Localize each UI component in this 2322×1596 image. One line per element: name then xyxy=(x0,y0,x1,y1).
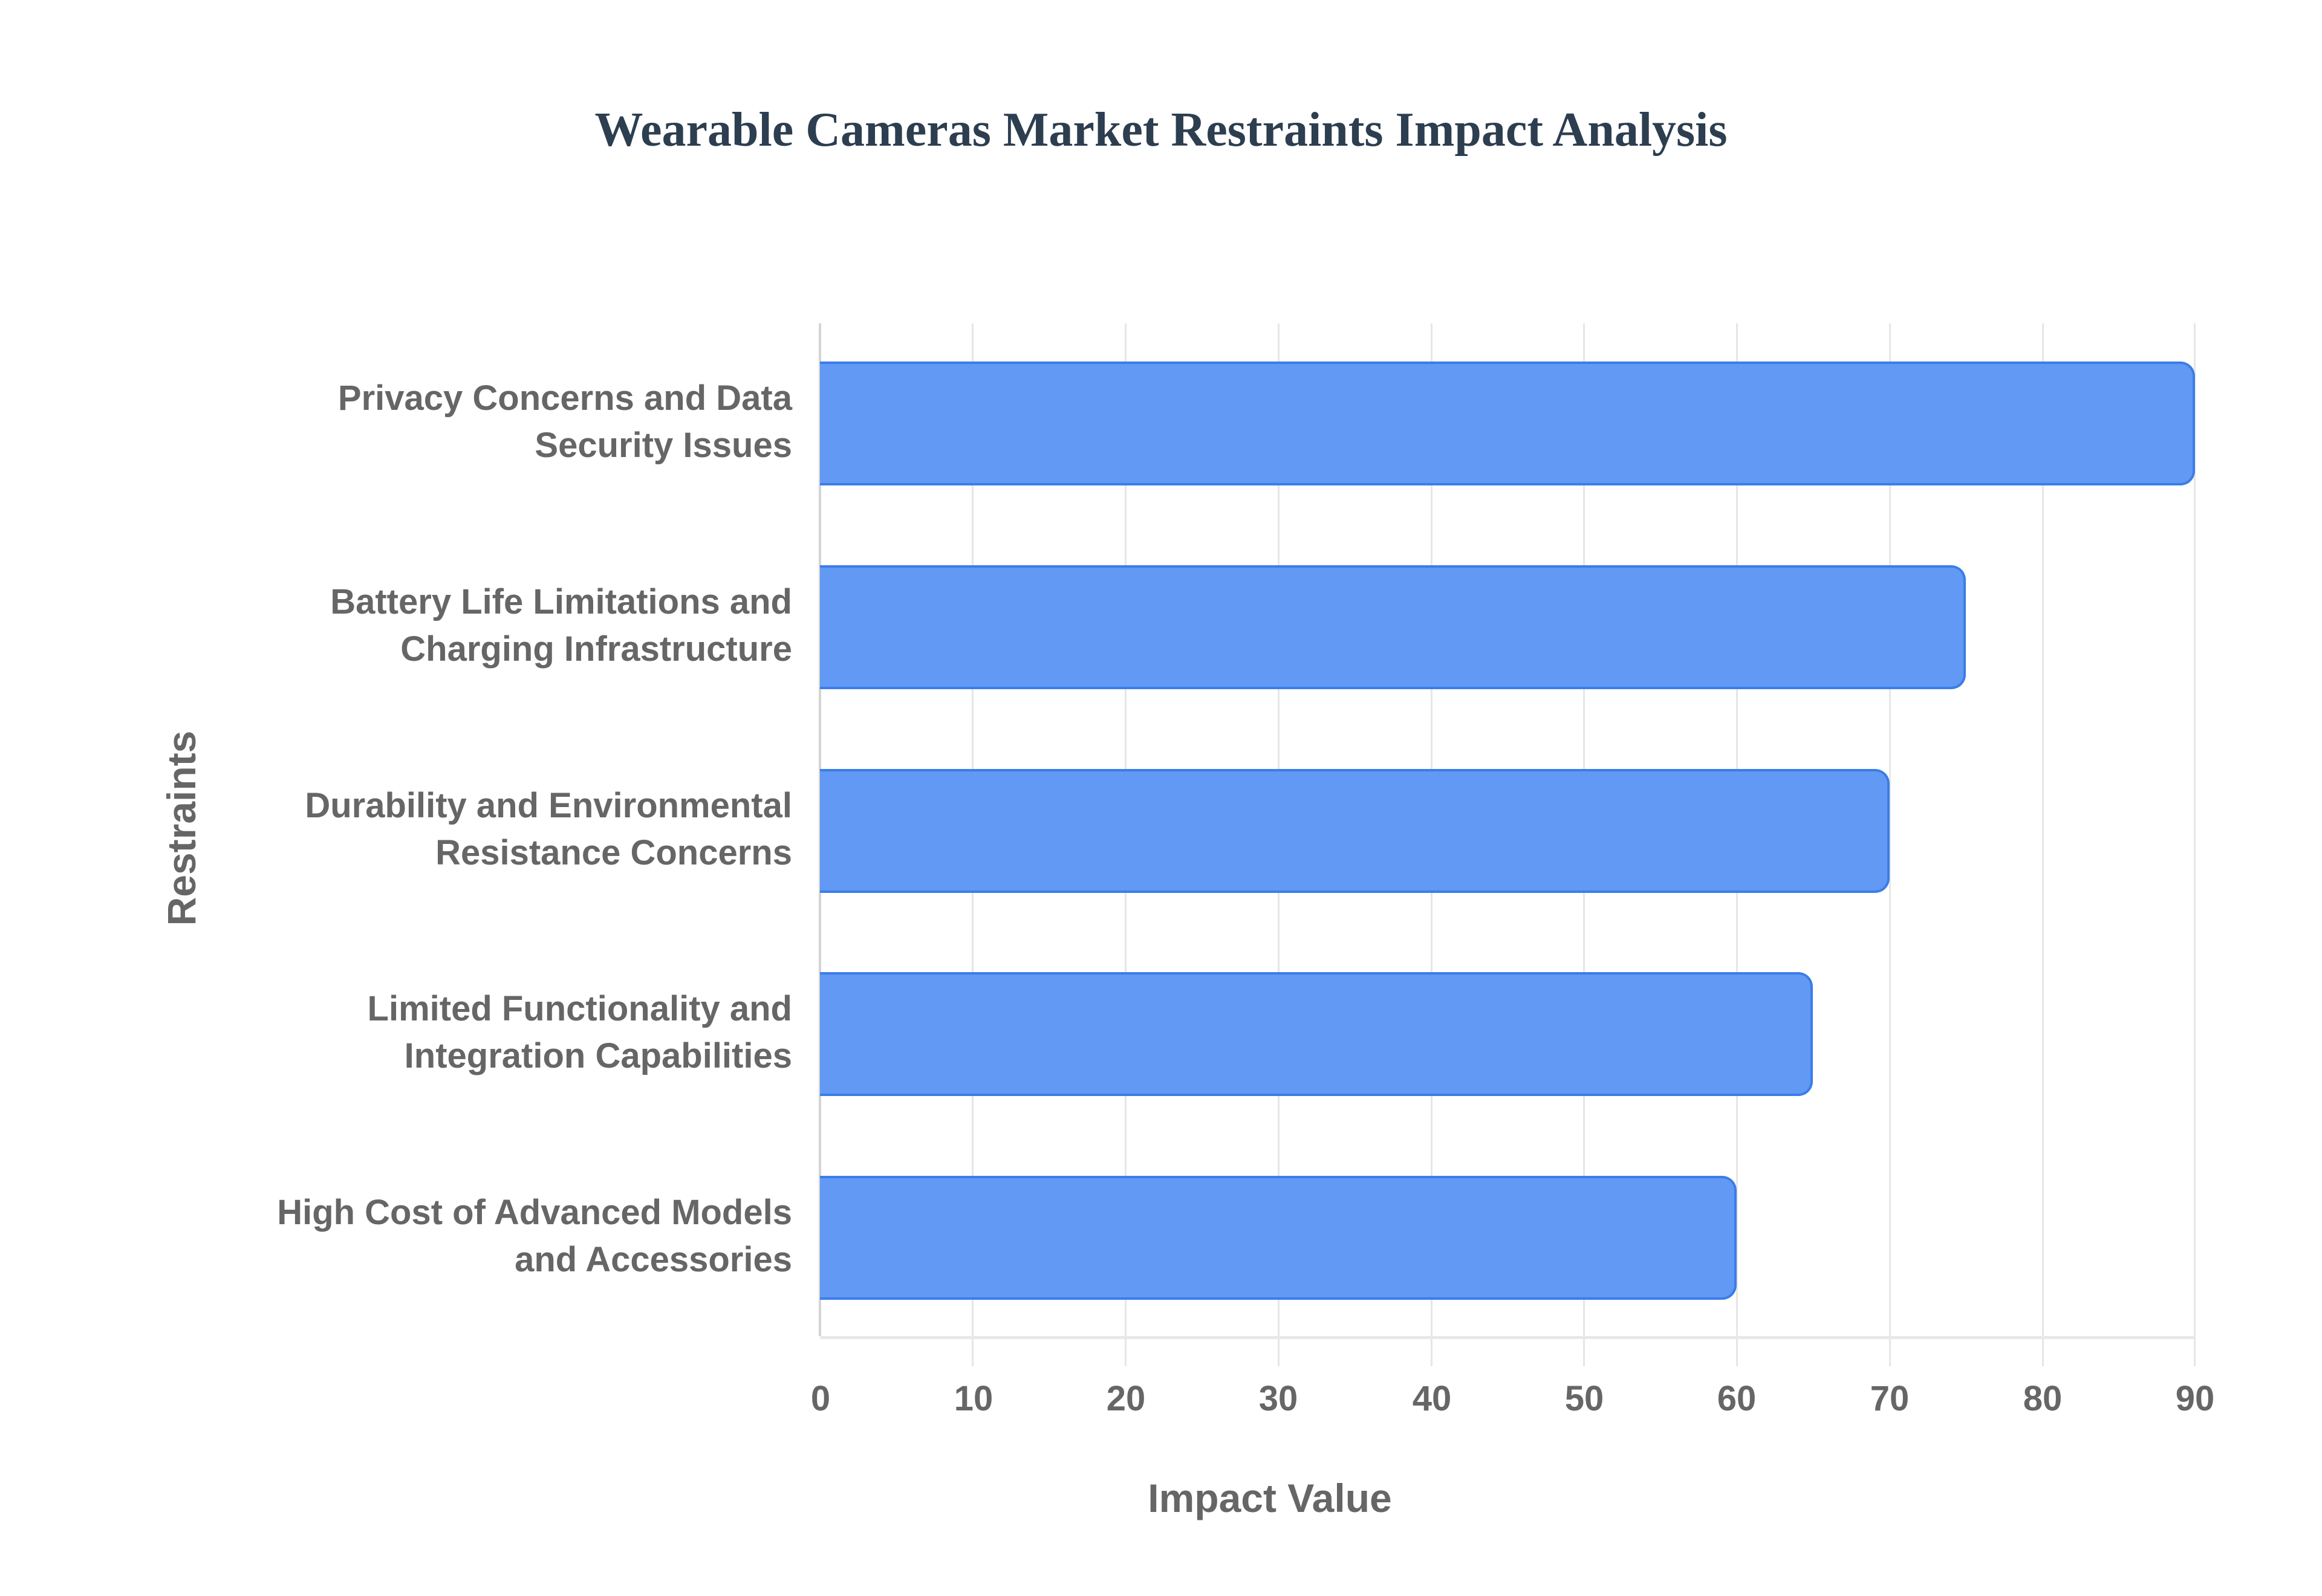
y-tick-label: Battery Life Limitations and Charging In… xyxy=(248,579,792,673)
y-tick-label-line: High Cost of Advanced Models xyxy=(277,1193,792,1232)
bar-limited-functionality[interactable] xyxy=(820,972,1813,1096)
y-axis-title: Restraints xyxy=(159,730,204,926)
gridline-70 xyxy=(1889,323,1891,1366)
x-axis-line xyxy=(820,1336,2195,1339)
y-tick-label: Privacy Concerns and Data Security Issue… xyxy=(248,375,792,469)
y-tick-label: Limited Functionality and Integration Ca… xyxy=(248,985,792,1080)
x-tick-label: 70 xyxy=(1870,1379,1910,1418)
y-tick-label-line: Integration Capabilities xyxy=(404,1036,792,1075)
y-tick-label-line: Battery Life Limitations and xyxy=(330,582,792,621)
x-tick-label: 10 xyxy=(954,1379,994,1418)
gridline-80 xyxy=(2042,323,2044,1366)
bar-privacy-concerns[interactable] xyxy=(820,362,2195,485)
x-tick-label: 40 xyxy=(1412,1379,1452,1418)
bar-durability[interactable] xyxy=(820,769,1890,893)
x-tick-label: 90 xyxy=(2175,1379,2215,1418)
x-tick-label: 80 xyxy=(2023,1379,2063,1418)
y-tick-label-line: and Accessories xyxy=(515,1240,792,1279)
gridline-90 xyxy=(2194,323,2196,1366)
x-tick-label: 30 xyxy=(1258,1379,1298,1418)
x-tick-label: 20 xyxy=(1106,1379,1146,1418)
bar-high-cost[interactable] xyxy=(820,1176,1737,1300)
x-tick-label: 50 xyxy=(1564,1379,1604,1418)
x-tick-label: 60 xyxy=(1717,1379,1757,1418)
chart-title: Wearable Cameras Market Restraints Impac… xyxy=(594,103,1728,157)
y-tick-label-line: Security Issues xyxy=(535,426,792,465)
bar-battery-life[interactable] xyxy=(820,565,1966,689)
y-tick-label: High Cost of Advanced Models and Accesso… xyxy=(248,1189,792,1283)
y-tick-label-line: Privacy Concerns and Data xyxy=(337,378,792,418)
x-axis-title: Impact Value xyxy=(1148,1476,1392,1520)
y-tick-label: Durability and Environmental Resistance … xyxy=(248,782,792,877)
y-tick-label-line: Limited Functionality and xyxy=(367,989,792,1028)
y-tick-label-line: Charging Infrastructure xyxy=(400,629,792,669)
x-tick-label: 0 xyxy=(810,1379,831,1418)
y-tick-label-line: Durability and Environmental xyxy=(305,786,792,825)
y-tick-label-line: Resistance Concerns xyxy=(435,833,792,872)
plot-area xyxy=(819,323,2196,1366)
